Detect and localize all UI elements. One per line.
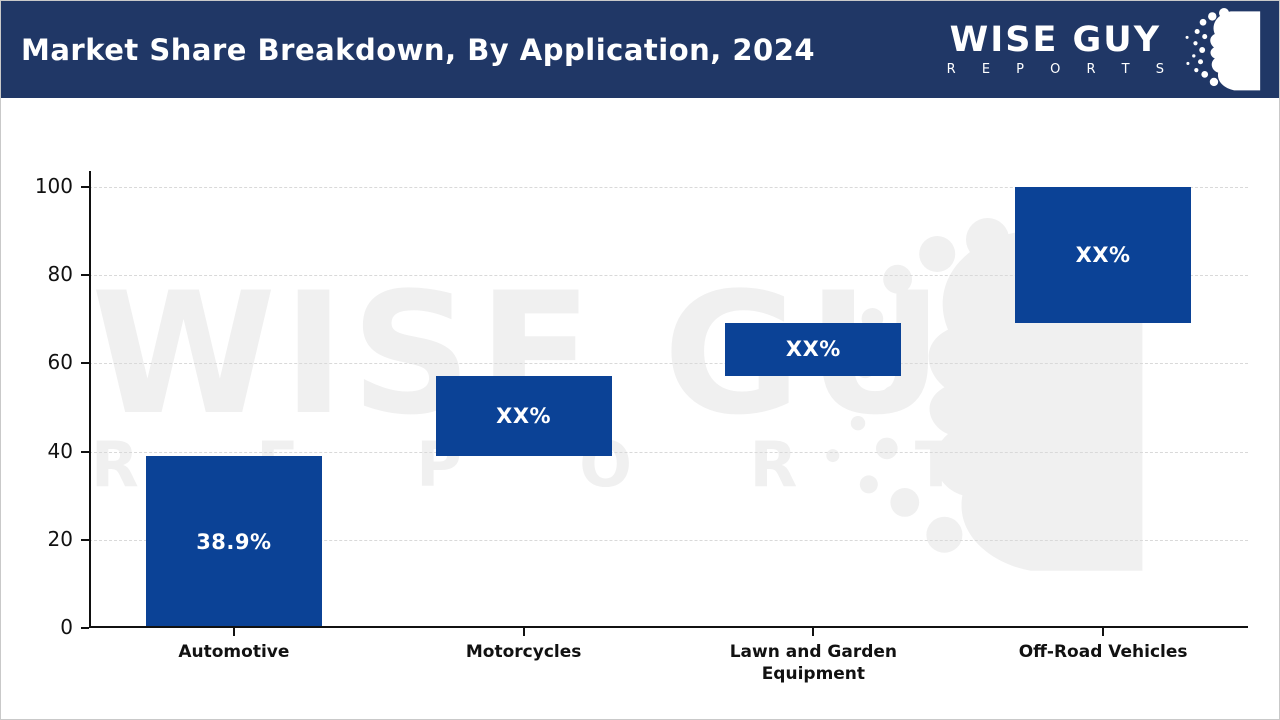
y-tick-label: 80 — [47, 262, 73, 287]
y-tick-label: 0 — [60, 615, 73, 639]
gridline — [89, 187, 1248, 188]
bar: XX% — [725, 322, 902, 376]
y-tick-label: 40 — [47, 438, 73, 463]
header-banner: Market Share Breakdown, By Application, … — [1, 1, 1279, 98]
bar: XX% — [1015, 187, 1192, 323]
y-tick-mark — [81, 538, 89, 541]
logo-text: WISE GUY R E P O R T S — [936, 20, 1175, 77]
x-axis-label: Automotive — [178, 642, 290, 662]
y-tick-mark — [81, 627, 89, 629]
x-tick-mark — [232, 628, 235, 636]
wise-guy-reports-logo: WISE GUY R E P O R T S — [936, 7, 1261, 92]
x-tick-mark — [812, 628, 815, 636]
gridline — [89, 451, 1248, 453]
y-tick-label: 20 — [47, 526, 73, 551]
bar-value-label: 38.9% — [196, 530, 272, 555]
face-profile-icon — [1185, 7, 1261, 90]
page-title: Market Share Breakdown, By Application, … — [21, 32, 816, 67]
gridline — [89, 539, 1248, 541]
x-axis-line — [89, 626, 1248, 628]
y-tick-label: 60 — [47, 350, 73, 375]
bar-value-label: XX% — [1075, 242, 1131, 267]
y-tick-mark — [81, 362, 89, 365]
bar-value-label: XX% — [496, 404, 552, 429]
y-tick-mark — [81, 274, 89, 277]
x-axis-label: Motorcycles — [465, 642, 582, 662]
gridline — [89, 363, 1248, 365]
y-tick-mark — [81, 186, 89, 188]
logo-wordmark: WISE GUY — [949, 20, 1162, 60]
logo-subtitle: R E P O R T S — [946, 62, 1175, 77]
plot-area: 0 20 40 60 80 100 38.9% Automotive XX% Motorcycle… — [35, 171, 1248, 684]
bar: 38.9% — [145, 456, 322, 628]
x-tick-mark — [1102, 628, 1105, 636]
x-axis-label: Lawn and Garden Equipment — [729, 642, 898, 684]
y-tick-mark — [81, 450, 89, 453]
gridline — [89, 275, 1248, 277]
x-axis-label: Off-Road Vehicles — [1018, 642, 1188, 662]
x-tick-mark — [522, 628, 525, 636]
chart-area: WISE GUY R E P O R T S 0 20 40 60 80 100 38.9%… — [1, 98, 1279, 719]
bar: XX% — [435, 375, 612, 457]
y-tick-label: 100 — [34, 174, 73, 198]
y-axis-line — [89, 171, 91, 628]
bar-value-label: XX% — [785, 337, 841, 362]
